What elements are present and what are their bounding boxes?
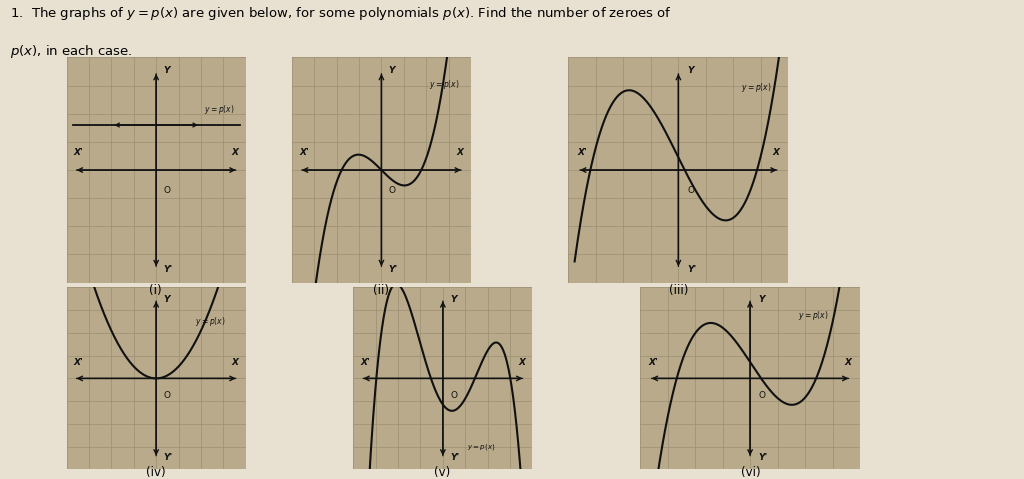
Text: O: O bbox=[759, 391, 766, 400]
Text: Y: Y bbox=[759, 295, 765, 304]
Text: X': X' bbox=[578, 148, 587, 157]
Text: Y: Y bbox=[388, 67, 395, 76]
Text: $y=p(x)$: $y=p(x)$ bbox=[798, 309, 828, 322]
Text: (ii): (ii) bbox=[373, 284, 389, 297]
Text: X: X bbox=[231, 358, 239, 367]
Text: Y: Y bbox=[164, 67, 170, 76]
Text: $y=p(x)$: $y=p(x)$ bbox=[467, 442, 496, 452]
Text: Y': Y' bbox=[759, 453, 768, 462]
Text: Y': Y' bbox=[164, 264, 173, 274]
Text: X': X' bbox=[649, 358, 658, 367]
Text: Y': Y' bbox=[687, 264, 696, 274]
Text: X: X bbox=[845, 358, 851, 367]
Text: O: O bbox=[164, 391, 170, 400]
Text: X': X' bbox=[299, 148, 309, 157]
Text: (v): (v) bbox=[434, 466, 451, 479]
Text: X: X bbox=[231, 148, 239, 157]
Text: X': X' bbox=[74, 148, 84, 157]
Text: Y: Y bbox=[451, 295, 457, 304]
Text: (i): (i) bbox=[150, 284, 162, 297]
Text: O: O bbox=[687, 186, 694, 195]
Text: $p(x)$, in each case.: $p(x)$, in each case. bbox=[10, 43, 133, 60]
Text: O: O bbox=[388, 186, 395, 195]
Text: Y': Y' bbox=[164, 453, 173, 462]
Text: O: O bbox=[451, 391, 457, 400]
Text: $y=p(x)$: $y=p(x)$ bbox=[195, 315, 225, 328]
Text: 1.  The graphs of $y = p(x)$ are given below, for some polynomials $p(x)$. Find : 1. The graphs of $y = p(x)$ are given be… bbox=[10, 5, 672, 22]
Text: Y: Y bbox=[687, 67, 693, 76]
Text: (iii): (iii) bbox=[670, 284, 688, 297]
Text: (iv): (iv) bbox=[145, 466, 166, 479]
Text: $y=p(x)$: $y=p(x)$ bbox=[204, 103, 234, 116]
Text: X: X bbox=[773, 148, 779, 157]
Text: Y: Y bbox=[164, 295, 170, 304]
Text: X: X bbox=[518, 358, 525, 367]
Text: X': X' bbox=[360, 358, 371, 367]
Text: Y': Y' bbox=[451, 453, 460, 462]
Text: X': X' bbox=[74, 358, 84, 367]
Text: (vi): (vi) bbox=[740, 466, 761, 479]
Text: $y=p(x)$: $y=p(x)$ bbox=[429, 79, 460, 91]
Text: Y': Y' bbox=[388, 264, 398, 274]
Text: X: X bbox=[457, 148, 464, 157]
Text: $y=p(x)$: $y=p(x)$ bbox=[741, 80, 772, 93]
Text: O: O bbox=[164, 186, 170, 195]
